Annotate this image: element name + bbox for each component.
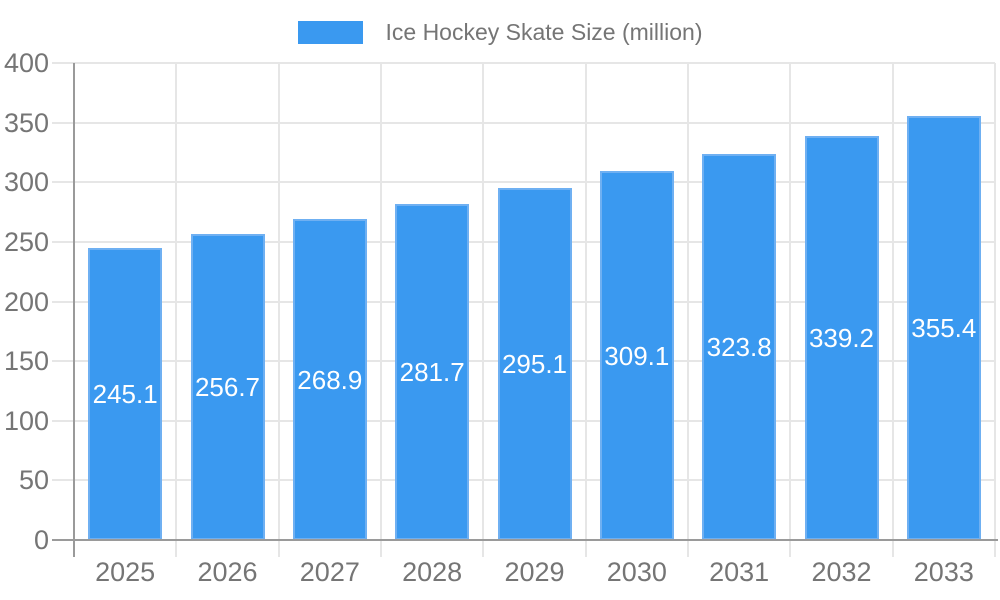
y-axis-tick-label: 0 (33, 525, 49, 555)
bar (906, 116, 981, 540)
grid-line-horizontal (52, 181, 995, 184)
bar-value-label: 256.7 (194, 371, 261, 402)
bar-value-label: 268.9 (297, 364, 363, 395)
x-axis-tick-label: 2028 (402, 557, 463, 587)
y-axis-tick-label: 350 (3, 107, 49, 138)
y-axis-tick-label: 50 (18, 465, 49, 496)
y-axis-tick-label: 400 (3, 48, 49, 78)
grid-line-vertical (175, 63, 178, 557)
legend[interactable]: Ice Hockey Skate Size (million) (0, 17, 1000, 47)
bar-value-label: 295.1 (501, 349, 568, 380)
bar-value-label: 245.1 (92, 378, 158, 409)
y-axis-tick-label: 300 (3, 167, 49, 198)
x-axis-tick-label: 2030 (606, 557, 667, 587)
y-axis-tick-label: 200 (3, 286, 49, 317)
x-axis-tick-label: 2027 (299, 557, 360, 587)
x-axis-tick-label: 2031 (709, 557, 770, 587)
bar (395, 204, 470, 540)
grid-line-vertical (789, 63, 792, 557)
grid-line-vertical (687, 63, 689, 557)
y-axis-line (73, 63, 75, 557)
legend-label: Ice Hockey Skate Size (million) (385, 19, 703, 45)
bar-value-label: 309.1 (604, 340, 670, 371)
bar (599, 171, 674, 540)
grid-line-vertical (482, 63, 485, 557)
y-axis-tick-label: 100 (3, 405, 49, 436)
x-axis-tick-label: 2033 (913, 557, 974, 587)
bar (702, 153, 777, 540)
bar-value-label: 281.7 (399, 357, 465, 388)
grid-line-vertical (584, 63, 587, 557)
x-axis-tick-label: 2025 (95, 557, 156, 587)
y-axis-tick-label: 250 (3, 226, 49, 257)
bar (292, 219, 367, 540)
bar (804, 135, 879, 540)
bar-value-label: 339.2 (808, 322, 875, 353)
bar (88, 247, 163, 540)
bar-value-label: 323.8 (706, 331, 772, 362)
bar-value-label: 355.4 (911, 313, 977, 344)
x-axis-line (52, 539, 998, 541)
grid-line-vertical (891, 63, 894, 557)
x-axis-tick-label: 2026 (197, 557, 258, 587)
x-axis-tick-label: 2029 (504, 557, 565, 587)
bar (190, 233, 265, 540)
grid-line-vertical (994, 63, 996, 557)
grid-line-horizontal (52, 121, 995, 124)
legend-swatch (297, 20, 363, 44)
y-axis-tick-label: 150 (3, 346, 49, 377)
grid-line-vertical (277, 63, 280, 557)
grid-line-vertical (380, 63, 382, 557)
grid-line-horizontal (52, 62, 995, 64)
x-axis-tick-label: 2032 (811, 557, 872, 587)
bar (497, 188, 572, 540)
